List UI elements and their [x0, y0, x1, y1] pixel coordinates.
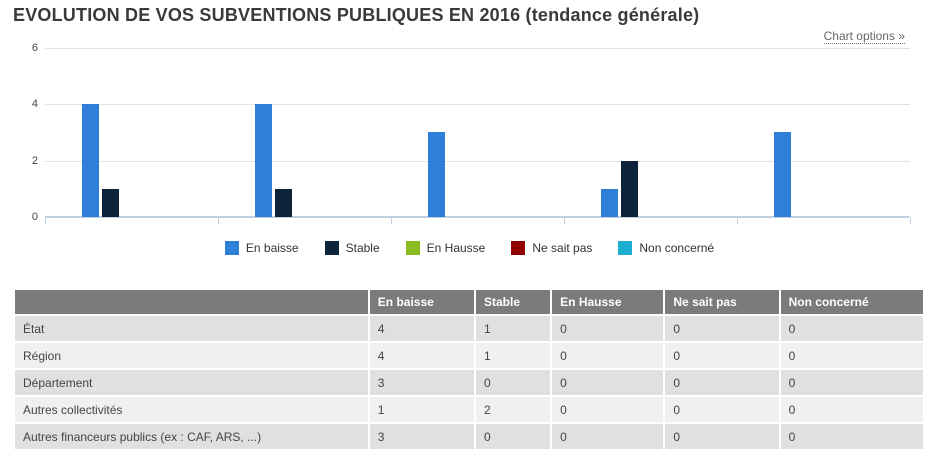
row-value: 0 [552, 397, 664, 422]
bar-en-baisse-4[interactable] [774, 132, 791, 217]
legend-item-ne-sait-pas[interactable]: Ne sait pas [511, 241, 592, 255]
chart-options-link[interactable]: Chart options » [823, 29, 905, 44]
row-value: 0 [552, 316, 664, 341]
chart-legend: En baisse Stable En Hausse Ne sait pas Non c… [0, 241, 939, 255]
table-row: État 4 1 0 0 0 [15, 316, 923, 341]
legend-label: En Hausse [426, 241, 486, 255]
legend-item-en-hausse[interactable]: En Hausse [405, 241, 486, 255]
x-axis-tick [391, 218, 392, 224]
row-value: 0 [665, 397, 779, 422]
column-header: Stable [476, 290, 551, 314]
column-header: En Hausse [552, 290, 664, 314]
row-value: 0 [780, 397, 923, 422]
row-value: 0 [665, 424, 779, 449]
table-row: Département 3 0 0 0 0 [15, 370, 923, 395]
row-value: 0 [552, 424, 664, 449]
column-header: En baisse [369, 290, 474, 314]
row-value: 1 [476, 316, 551, 341]
legend-label: Ne sait pas [532, 241, 593, 255]
row-value: 2 [476, 397, 551, 422]
row-value: 0 [665, 316, 779, 341]
bar-stable-1[interactable] [275, 189, 292, 217]
row-value: 3 [369, 424, 474, 449]
column-header-category [15, 290, 368, 314]
legend-item-en-baisse[interactable]: En baisse [224, 241, 299, 255]
bar-en-baisse-0[interactable] [82, 104, 99, 217]
legend-label: En baisse [245, 241, 299, 255]
legend-label: Non concerné [639, 241, 715, 255]
legend-swatch-icon [405, 241, 420, 255]
row-value: 4 [369, 343, 474, 368]
row-value: 1 [476, 343, 551, 368]
y-axis-label-2: 2 [31, 155, 38, 167]
x-axis-tick [910, 218, 911, 224]
results-table-header: En baisse Stable En Hausse Ne sait pas Non c… [15, 290, 923, 314]
bar-en-baisse-1[interactable] [255, 104, 272, 217]
x-axis-tick [564, 218, 565, 224]
row-value: 3 [369, 370, 474, 395]
gridline-6 [45, 48, 910, 49]
bar-stable-0[interactable] [102, 189, 119, 217]
results-table: En baisse Stable En Hausse Ne sait pas Non c… [13, 288, 925, 451]
row-value: 0 [780, 370, 923, 395]
row-value: 1 [369, 397, 474, 422]
row-value: 0 [665, 343, 779, 368]
column-header: Non concerné [780, 290, 923, 314]
x-axis-tick [737, 218, 738, 224]
legend-swatch-icon [511, 241, 526, 255]
x-axis-line [45, 216, 910, 218]
gridline-2 [45, 161, 910, 162]
row-value: 0 [665, 370, 779, 395]
row-label: Région [15, 343, 368, 368]
x-axis-tick [45, 218, 46, 224]
table-row: Région 4 1 0 0 0 [15, 343, 923, 368]
legend-swatch-icon [224, 241, 239, 255]
table-row: Autres collectivités 1 2 0 0 0 [15, 397, 923, 422]
bar-en-baisse-3[interactable] [601, 189, 618, 217]
row-label: Département [15, 370, 368, 395]
row-value: 0 [780, 343, 923, 368]
row-label: Autres collectivités [15, 397, 368, 422]
row-label: Autres financeurs publics (ex : CAF, ARS… [15, 424, 368, 449]
row-value: 0 [552, 343, 664, 368]
legend-item-stable[interactable]: Stable [324, 241, 380, 255]
bar-stable-3[interactable] [621, 161, 638, 217]
row-value: 0 [780, 424, 923, 449]
row-label: État [15, 316, 368, 341]
table-row: Autres financeurs publics (ex : CAF, ARS… [15, 424, 923, 449]
y-axis-label-4: 4 [31, 98, 38, 110]
legend-swatch-icon [324, 241, 339, 255]
row-value: 0 [780, 316, 923, 341]
x-axis-tick [218, 218, 219, 224]
bar-en-baisse-2[interactable] [428, 132, 445, 217]
row-value: 0 [552, 370, 664, 395]
legend-label: Stable [345, 241, 380, 255]
gridline-4 [45, 104, 910, 105]
row-value: 4 [369, 316, 474, 341]
column-header: Ne sait pas [665, 290, 779, 314]
legend-item-non-concerné[interactable]: Non concerné [618, 241, 714, 255]
legend-swatch-icon [618, 241, 633, 255]
y-axis-label-6: 6 [31, 42, 38, 54]
row-value: 0 [476, 424, 551, 449]
page-title: EVOLUTION DE VOS SUBVENTIONS PUBLIQUES E… [13, 5, 700, 25]
row-value: 0 [476, 370, 551, 395]
y-axis-label-0: 0 [31, 211, 38, 223]
